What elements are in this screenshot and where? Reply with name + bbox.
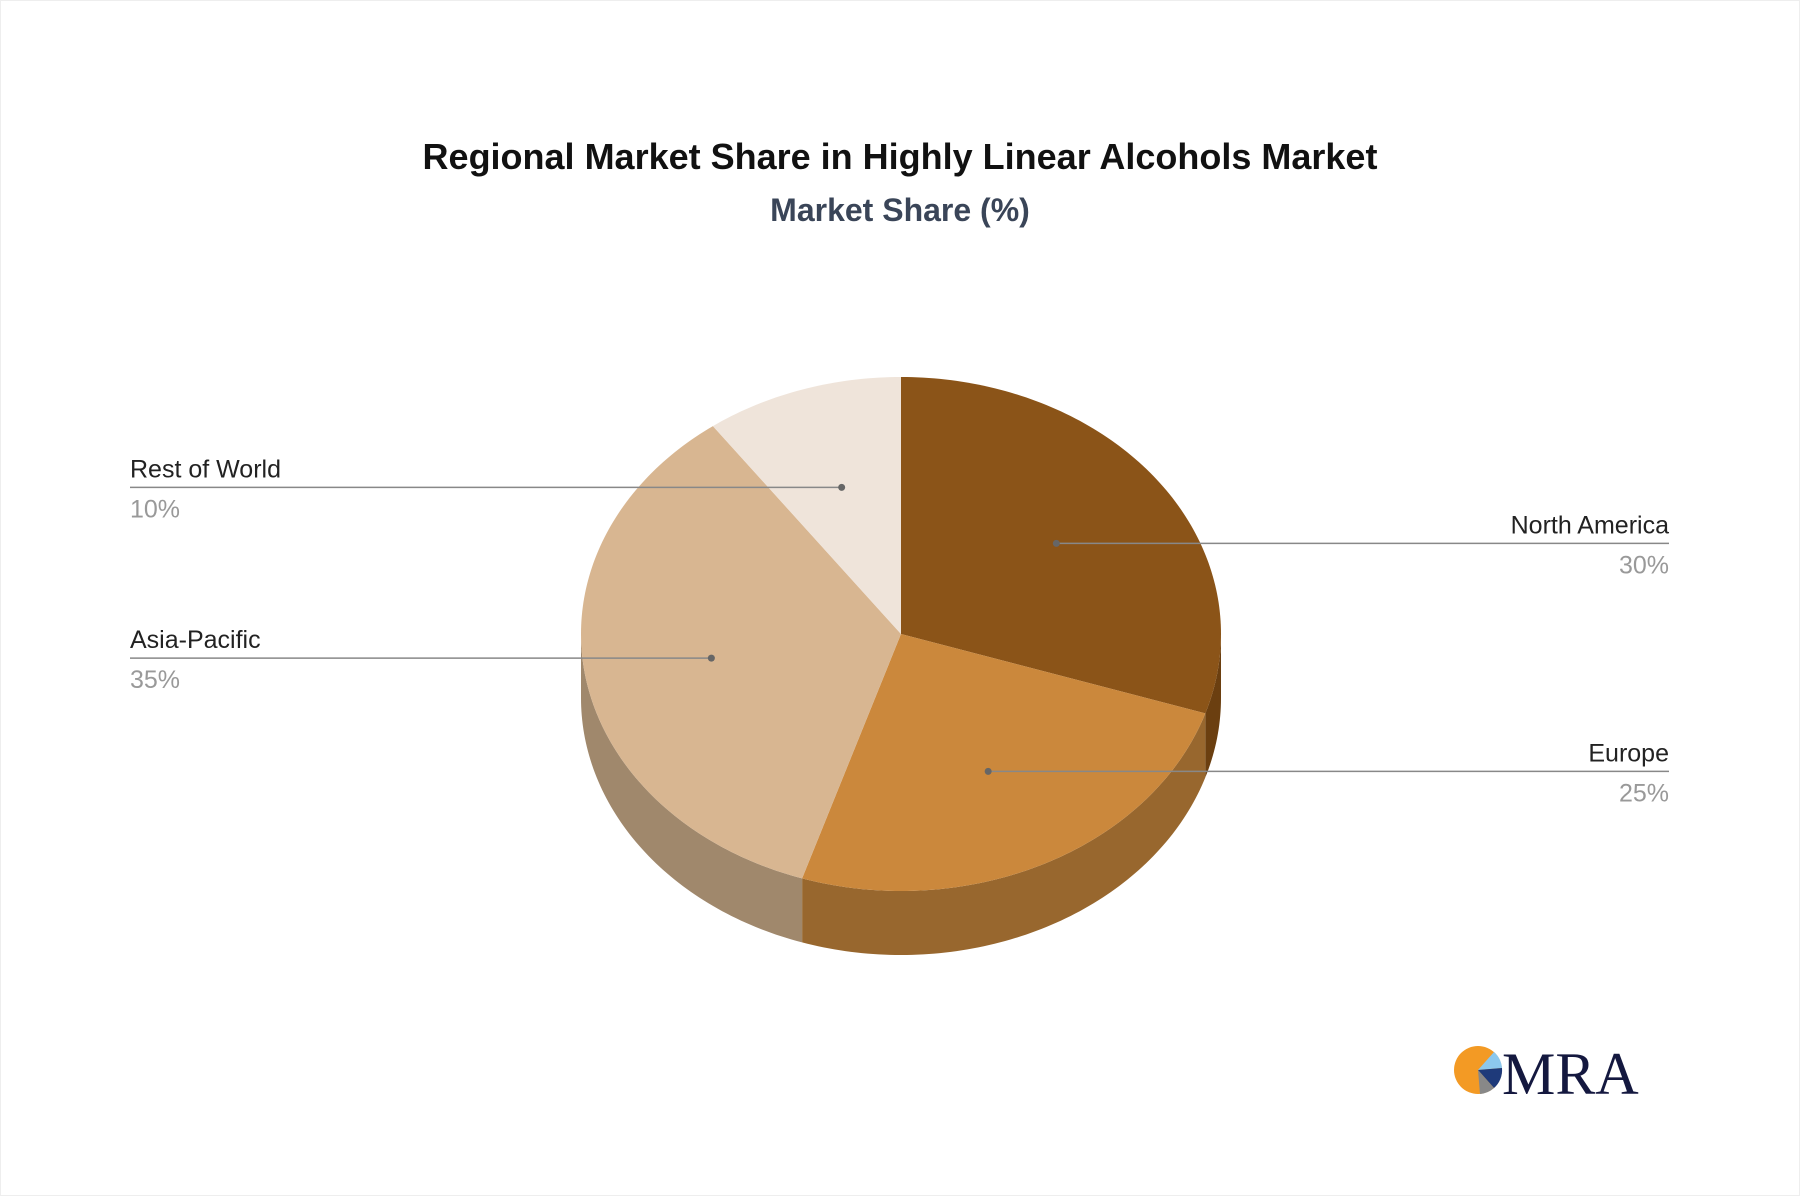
pie-slice-europe[interactable] [802,634,1206,891]
pie-slice-rest-of-world[interactable] [712,377,901,634]
slice-value-label: 25% [1619,779,1669,807]
chart-title: Regional Market Share in Highly Linear A… [422,136,1378,177]
chart-subtitle: Market Share (%) [770,192,1030,228]
pie-slice-north-america[interactable] [901,377,1221,714]
logo-text: MRA [1502,1041,1639,1100]
pie-side-1 [802,713,1206,955]
mra-logo: MRA [1454,1041,1639,1100]
pie-side-0 [1205,634,1221,778]
pie-slice-asia-pacific[interactable] [581,426,901,879]
pie-side-2 [581,634,803,943]
leader-dot [838,483,846,491]
leader-dot [984,767,992,775]
slice-value-label: 35% [130,666,180,694]
leader-dot [1052,539,1060,547]
slice-label: Rest of World [130,455,281,483]
slice-value-label: 10% [130,495,180,523]
slice-label: North America [1511,511,1669,539]
leader-dot [707,654,715,662]
slice-label: Asia-Pacific [130,626,261,654]
slice-value-label: 30% [1619,551,1669,579]
slice-label: Europe [1588,739,1669,767]
